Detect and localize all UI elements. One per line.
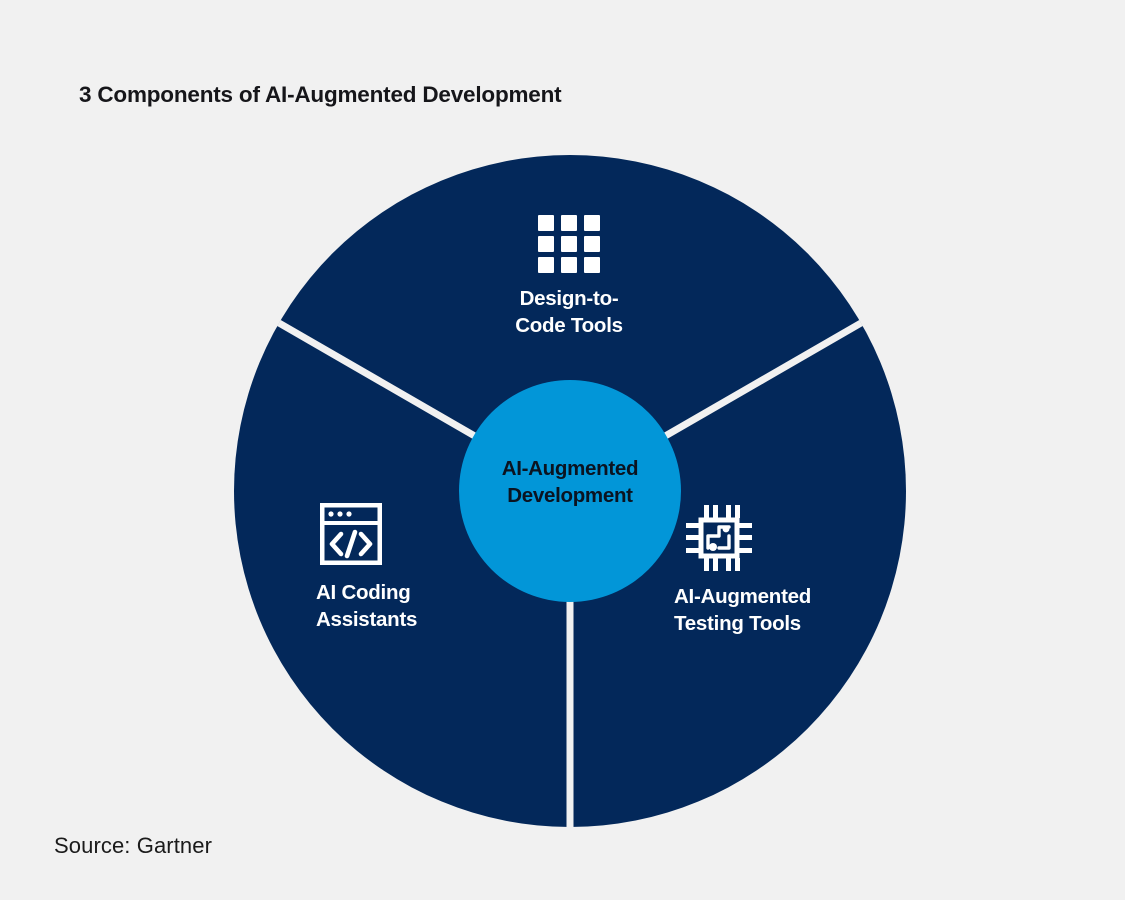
code-window-icon [320,503,382,565]
source-caption: Source: Gartner [54,833,213,858]
hub-circle [459,380,681,602]
hub-label-line1: AI-Augmented [501,457,639,480]
hub-label: AI-Augmented Development [460,455,680,510]
page-title: 3 Components of AI-Augmented Development [79,82,562,107]
hub-label-line2: Development [507,484,633,508]
donut-chart-svg [234,155,906,827]
segment-ai-coding-assistants[interactable]: AI Coding Assistants [316,503,556,633]
icon-container [316,503,556,565]
grid-3x3-icon [538,215,600,273]
segment-label-ai-augmented-testing: AI-Augmented Testing Tools [674,585,812,636]
segment-label-design-to-code: Design-to- Code Tools [515,287,623,338]
icon-container [674,505,924,571]
microchip-icon [686,505,752,571]
diagram-overlay: AI-Augmented Development [234,155,906,827]
segment-label-ai-coding-assistants: AI Coding Assistants [316,581,418,632]
segment-design-to-code[interactable]: Design-to- Code Tools [424,215,714,339]
donut-diagram: AI-Augmented Development [234,155,906,827]
segment-ai-augmented-testing[interactable]: AI-Augmented Testing Tools [674,505,924,637]
icon-container [424,215,714,273]
